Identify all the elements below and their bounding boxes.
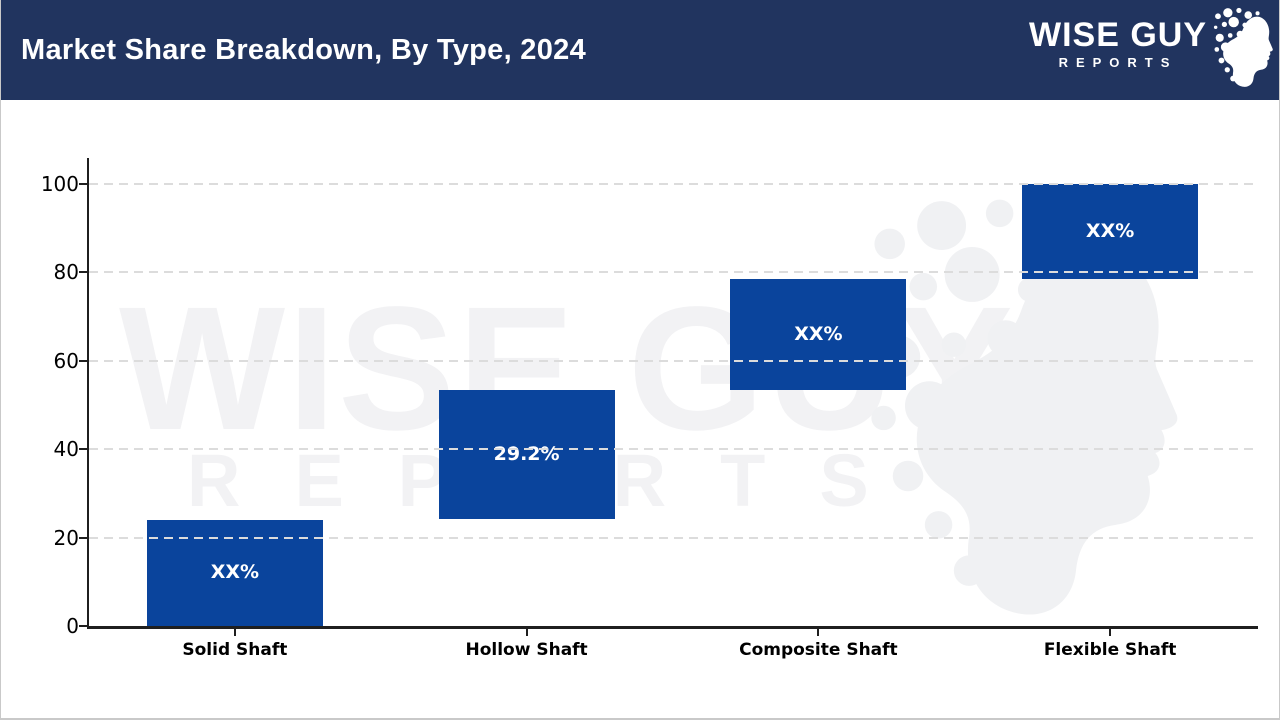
gridline xyxy=(89,536,1256,539)
header-bar: Market Share Breakdown, By Type, 2024 WI… xyxy=(1,0,1279,100)
x-tick-mark xyxy=(1109,628,1112,636)
bar-value-label: XX% xyxy=(210,560,260,583)
y-tick-mark xyxy=(79,536,87,539)
y-tick-label: 80 xyxy=(53,260,79,285)
y-tick-mark xyxy=(79,359,87,362)
logo-subtitle: REPORTS xyxy=(1058,55,1178,70)
y-tick-label: 40 xyxy=(53,437,79,462)
y-tick-mark xyxy=(79,183,87,185)
bar: XX% xyxy=(146,519,323,626)
x-axis-category-label: Solid Shaft xyxy=(182,640,288,660)
gridline xyxy=(89,271,1256,274)
y-tick-mark xyxy=(79,271,87,274)
gridline xyxy=(89,359,1256,362)
x-tick-mark xyxy=(525,628,528,636)
y-tick-label: 0 xyxy=(66,614,79,638)
y-tick-mark xyxy=(79,625,87,627)
bar-value-label: 29.2% xyxy=(493,443,560,466)
y-tick-label: 20 xyxy=(53,525,79,550)
logo-text: WISE GUY REPORTS xyxy=(1027,16,1209,71)
x-axis-category-label: Composite Shaft xyxy=(739,640,898,660)
wiseguy-logo: WISE GUY REPORTS xyxy=(1025,7,1275,94)
x-tick-mark xyxy=(817,628,820,636)
y-tick-mark xyxy=(79,448,87,451)
y-tick-label: 100 xyxy=(40,172,79,196)
y-axis-line xyxy=(87,158,89,629)
x-tick-mark xyxy=(233,628,236,636)
bar: XX% xyxy=(730,279,907,391)
bar: XX% xyxy=(1022,184,1199,279)
x-axis-category-label: Hollow Shaft xyxy=(465,640,588,660)
gridline xyxy=(89,448,1256,451)
y-tick-label: 60 xyxy=(53,348,79,373)
logo-name: WISE GUY xyxy=(1028,16,1208,54)
bar: 29.2% xyxy=(438,390,615,520)
x-axis-line xyxy=(87,626,1258,629)
gridline xyxy=(89,183,1256,185)
bar-value-label: XX% xyxy=(794,322,843,345)
bar-value-label: XX% xyxy=(1085,219,1135,242)
x-axis-category-label: Flexible Shaft xyxy=(1043,640,1177,660)
wiseguy-face-dots-icon xyxy=(1213,7,1273,87)
page-title: Market Share Breakdown, By Type, 2024 xyxy=(21,34,587,66)
